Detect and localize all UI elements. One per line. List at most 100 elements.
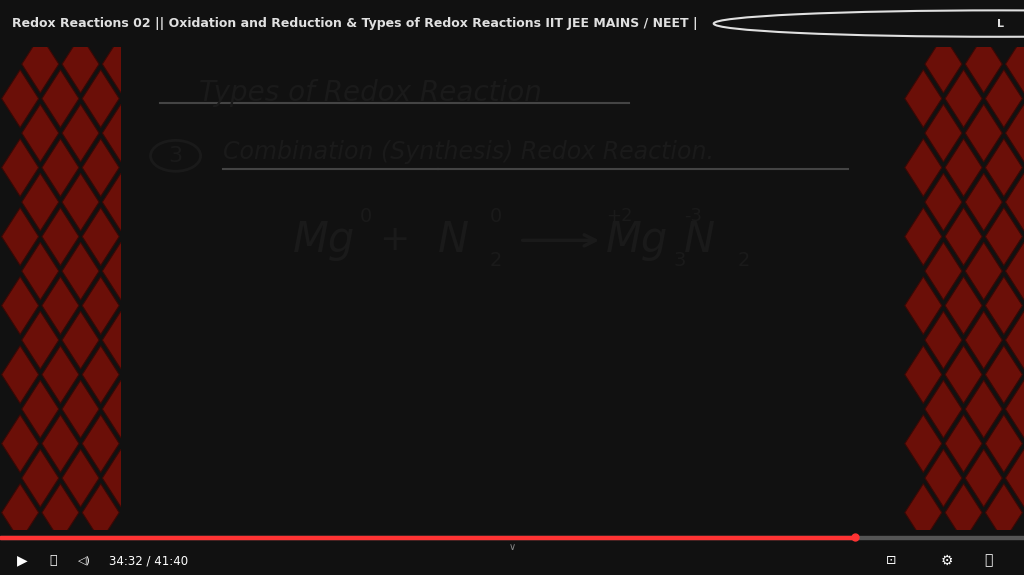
Polygon shape (945, 277, 982, 335)
Polygon shape (42, 139, 79, 197)
Polygon shape (62, 380, 99, 438)
Polygon shape (1006, 104, 1024, 162)
Polygon shape (82, 415, 119, 473)
Polygon shape (985, 277, 1022, 335)
Polygon shape (905, 484, 942, 542)
Polygon shape (966, 449, 1002, 507)
Text: 3: 3 (674, 251, 686, 270)
Polygon shape (905, 139, 942, 197)
Polygon shape (2, 346, 39, 404)
Polygon shape (966, 311, 1002, 369)
Polygon shape (925, 173, 962, 231)
Text: 2: 2 (737, 251, 750, 270)
Polygon shape (1006, 242, 1024, 300)
Text: Redox Reactions 02 || Oxidation and Reduction & Types of Redox Reactions IIT JEE: Redox Reactions 02 || Oxidation and Redu… (12, 17, 698, 30)
Polygon shape (966, 104, 1002, 162)
Polygon shape (905, 346, 942, 404)
Text: ⚙: ⚙ (941, 554, 953, 568)
Polygon shape (2, 484, 39, 542)
Polygon shape (102, 380, 139, 438)
Polygon shape (905, 208, 942, 266)
Polygon shape (102, 449, 139, 507)
Polygon shape (945, 415, 982, 473)
Text: 2: 2 (490, 251, 503, 270)
Polygon shape (2, 208, 39, 266)
Polygon shape (985, 415, 1022, 473)
Text: ◁): ◁) (78, 555, 90, 566)
Polygon shape (62, 173, 99, 231)
Polygon shape (1006, 380, 1024, 438)
Polygon shape (82, 139, 119, 197)
Text: 3: 3 (169, 146, 182, 166)
Polygon shape (985, 208, 1022, 266)
Polygon shape (102, 311, 139, 369)
Polygon shape (905, 415, 942, 473)
Bar (0, 535, 1024, 539)
Polygon shape (1006, 449, 1024, 507)
Polygon shape (966, 35, 1002, 93)
Polygon shape (1006, 173, 1024, 231)
Text: ▶: ▶ (17, 554, 28, 568)
Polygon shape (985, 346, 1022, 404)
Text: ⊡: ⊡ (886, 554, 896, 567)
Polygon shape (22, 35, 58, 93)
Polygon shape (945, 139, 982, 197)
Polygon shape (62, 242, 99, 300)
Text: ∨: ∨ (509, 542, 515, 552)
Polygon shape (22, 242, 58, 300)
Polygon shape (42, 415, 79, 473)
Polygon shape (2, 277, 39, 335)
Polygon shape (925, 242, 962, 300)
Polygon shape (102, 242, 139, 300)
Polygon shape (102, 173, 139, 231)
Text: ⛶: ⛶ (984, 554, 992, 568)
Polygon shape (925, 35, 962, 93)
Polygon shape (42, 346, 79, 404)
Polygon shape (985, 139, 1022, 197)
Polygon shape (82, 484, 119, 542)
Polygon shape (966, 242, 1002, 300)
Text: -3: -3 (684, 207, 702, 225)
Text: Types of Redox Reaction: Types of Redox Reaction (199, 79, 542, 106)
Polygon shape (22, 380, 58, 438)
Polygon shape (945, 346, 982, 404)
Polygon shape (925, 311, 962, 369)
Polygon shape (905, 277, 942, 335)
Polygon shape (905, 70, 942, 128)
Polygon shape (82, 346, 119, 404)
Polygon shape (925, 380, 962, 438)
Polygon shape (22, 104, 58, 162)
Polygon shape (62, 35, 99, 93)
Polygon shape (925, 449, 962, 507)
Bar (0, 535, 855, 539)
Text: +: + (380, 223, 410, 258)
Text: N: N (437, 219, 469, 262)
Text: Combination (Synthesis) Redox Reaction.: Combination (Synthesis) Redox Reaction. (222, 140, 714, 164)
Polygon shape (82, 208, 119, 266)
Polygon shape (985, 484, 1022, 542)
Polygon shape (945, 208, 982, 266)
Polygon shape (62, 311, 99, 369)
Polygon shape (42, 70, 79, 128)
Polygon shape (42, 208, 79, 266)
Text: N: N (684, 219, 715, 262)
Polygon shape (82, 277, 119, 335)
Polygon shape (42, 484, 79, 542)
Text: ⏭: ⏭ (49, 554, 57, 567)
Polygon shape (2, 139, 39, 197)
Polygon shape (22, 449, 58, 507)
Polygon shape (985, 70, 1022, 128)
Text: Mg: Mg (606, 219, 668, 262)
Text: 0: 0 (490, 206, 503, 226)
Polygon shape (102, 35, 139, 93)
Polygon shape (966, 173, 1002, 231)
Polygon shape (945, 70, 982, 128)
Text: Mg: Mg (293, 219, 355, 262)
Polygon shape (966, 380, 1002, 438)
Polygon shape (1006, 311, 1024, 369)
Polygon shape (102, 104, 139, 162)
Polygon shape (1006, 35, 1024, 93)
Polygon shape (2, 415, 39, 473)
Polygon shape (22, 173, 58, 231)
Polygon shape (62, 449, 99, 507)
